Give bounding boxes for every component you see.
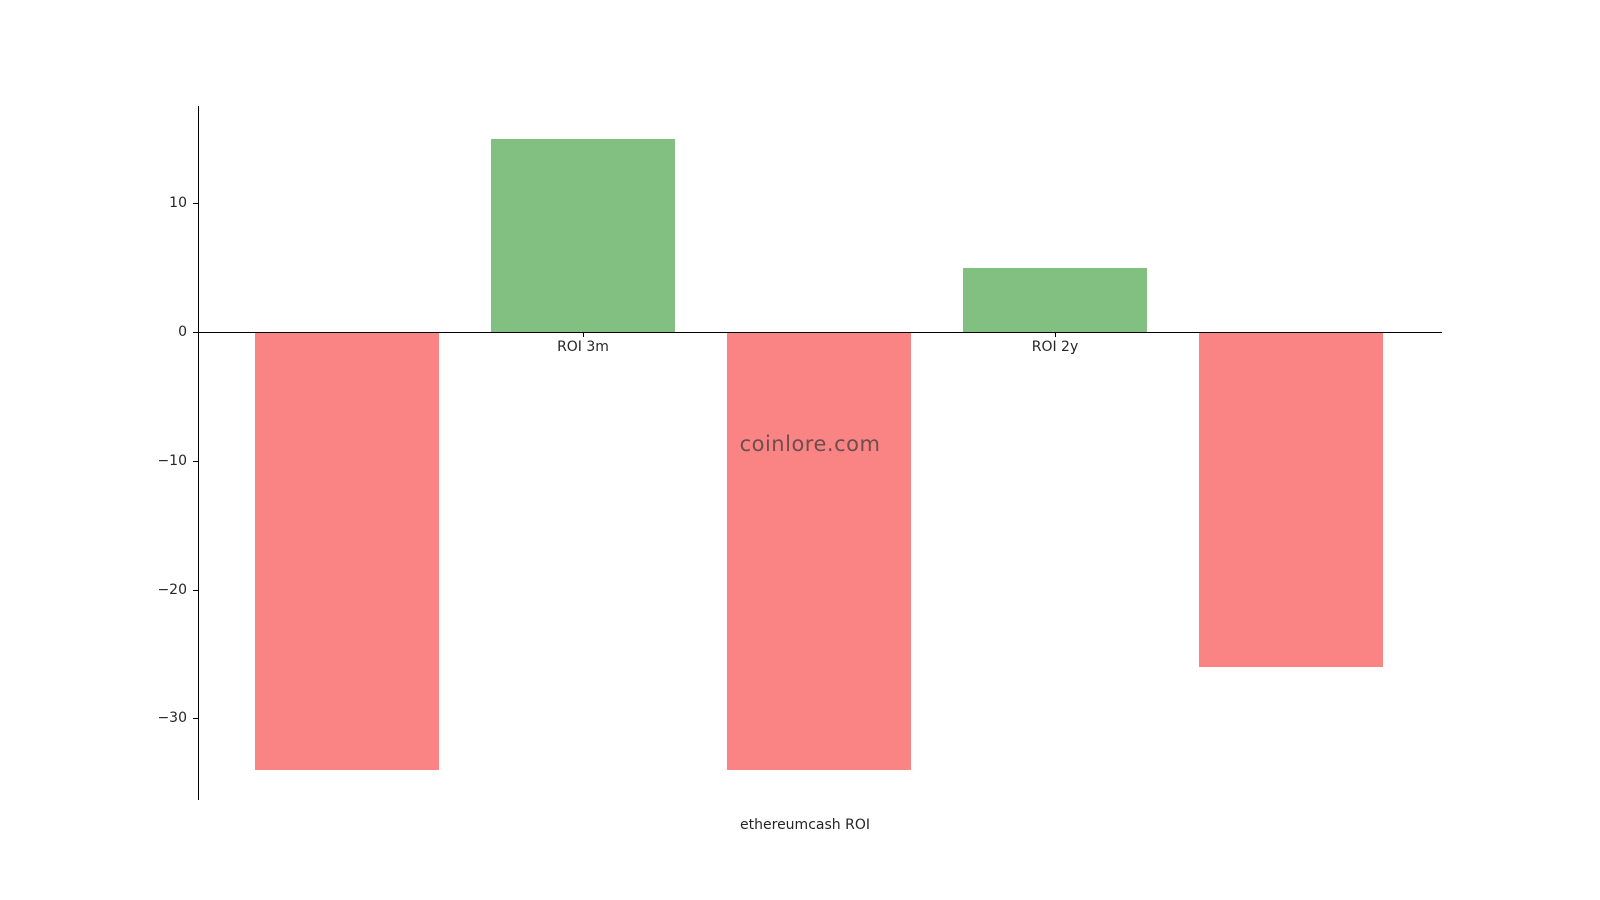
x-tick-label-roi-3m: ROI 3m (557, 339, 609, 355)
y-tick-label--10: −10 (157, 453, 187, 469)
x-tick-mark-roi-2y (1055, 333, 1056, 337)
y-tick-mark--10 (193, 461, 198, 462)
y-tick-mark-0 (193, 332, 198, 333)
y-axis-line (198, 106, 199, 800)
y-tick-mark--20 (193, 590, 198, 591)
x-tick-label-roi-2y: ROI 2y (1031, 339, 1079, 355)
y-tick-label--20: −20 (157, 582, 187, 598)
y-tick-label-0: 0 (178, 324, 187, 340)
bar-roi-3m (491, 139, 675, 332)
y-tick-label-10: 10 (169, 195, 187, 211)
chart-title: ethereumcash ROI (740, 817, 870, 833)
zero-axis-line (198, 332, 1442, 333)
y-tick-label--30: −30 (157, 710, 187, 726)
watermark-text: coinlore.com (739, 432, 881, 456)
y-tick-mark-10 (193, 203, 198, 204)
bar-3 (727, 332, 911, 770)
bar-5 (1199, 332, 1383, 667)
bar-1 (255, 332, 439, 770)
y-tick-mark--30 (193, 718, 198, 719)
bar-roi-2y (963, 268, 1147, 332)
x-tick-mark-roi-3m (583, 333, 584, 337)
